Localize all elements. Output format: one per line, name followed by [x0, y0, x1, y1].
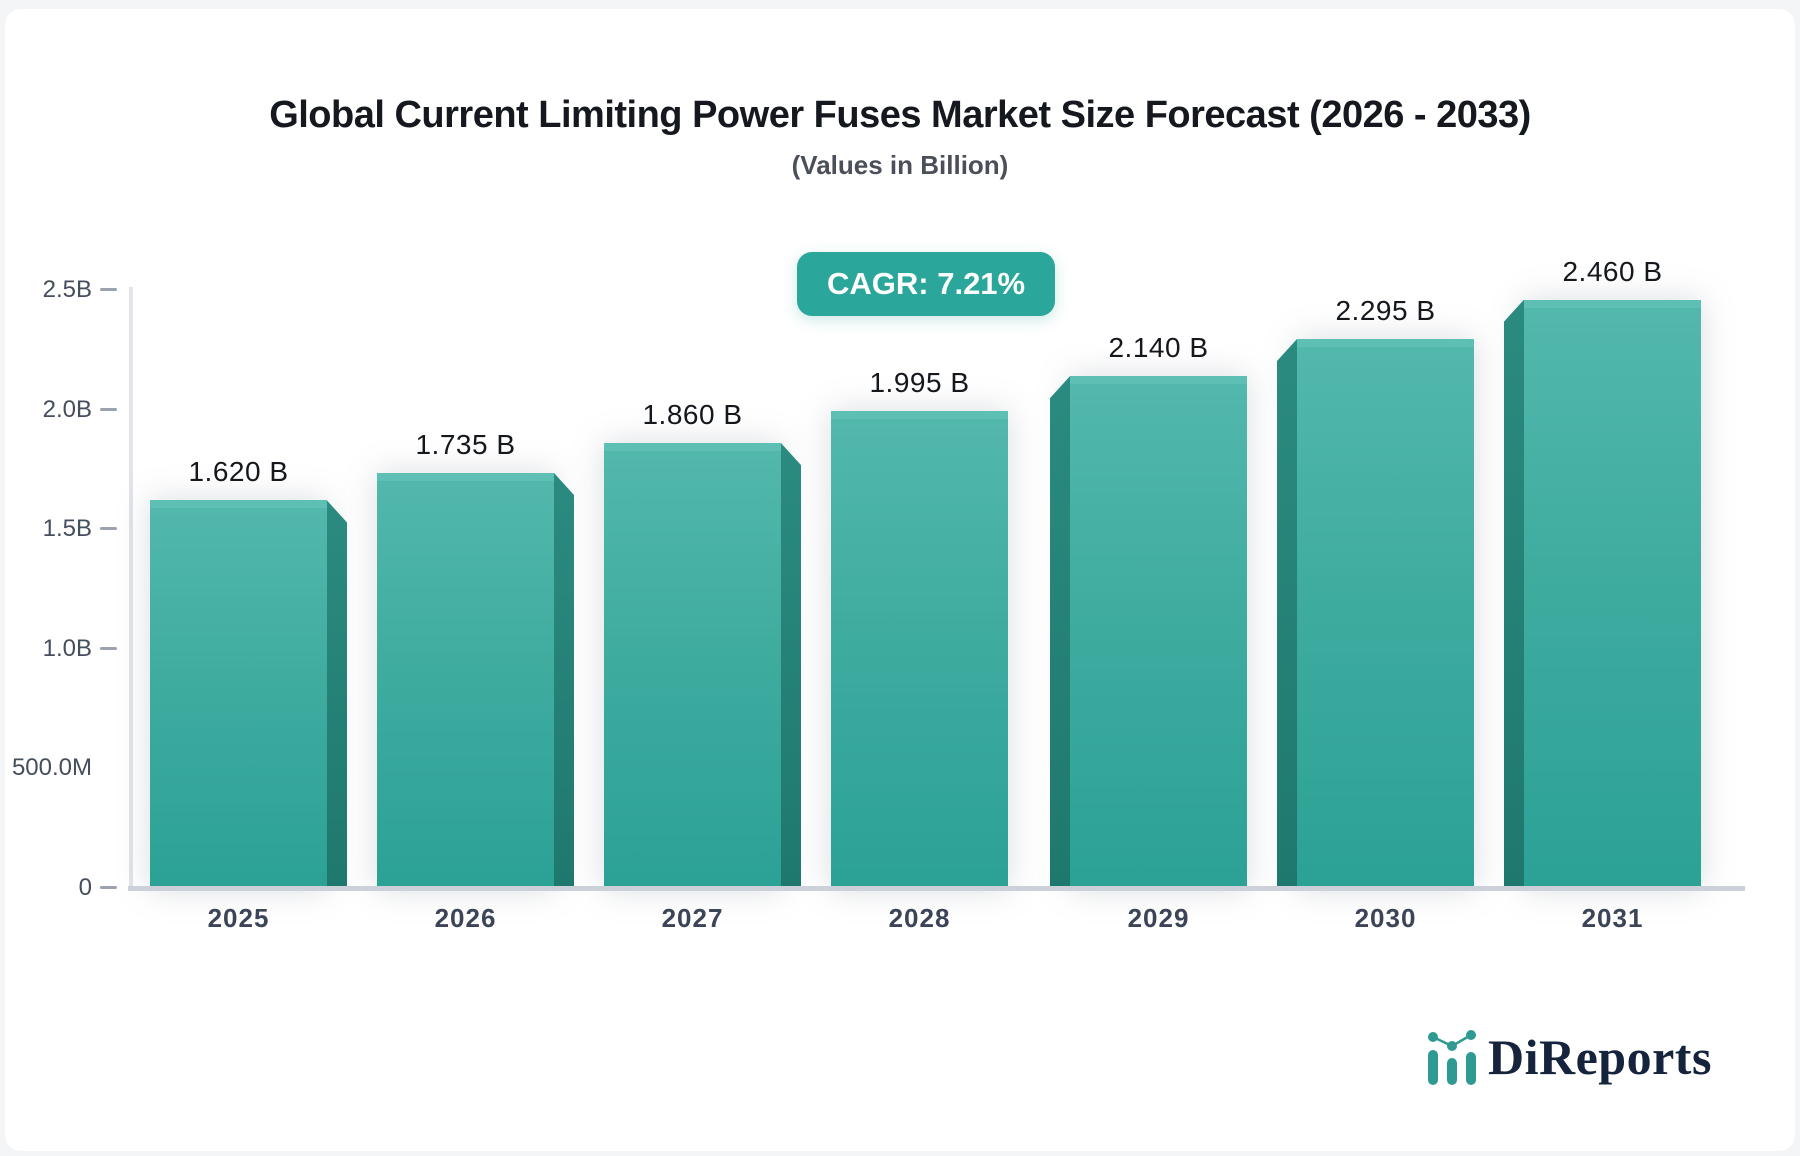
chart-subtitle: (Values in Billion) [791, 150, 1009, 180]
y-axis-tick-label: 2.0B [42, 395, 92, 423]
bar [377, 472, 554, 889]
y-axis-tick-dash [100, 646, 117, 650]
bar-value-label: 1.995 B [869, 366, 970, 398]
cagr-badge: CAGR: 7.21% [797, 252, 1056, 316]
bar-side-face [1504, 299, 1524, 889]
x-axis-label: 2030 [1354, 903, 1417, 933]
bar-side-face [1277, 339, 1297, 889]
y-axis-tick-label: 500.0M [11, 754, 92, 782]
bar-value-label: 2.460 B [1562, 255, 1663, 287]
bar-value-label: 2.295 B [1335, 295, 1436, 327]
bar-top-edge [1524, 299, 1701, 308]
bar [604, 443, 781, 889]
y-axis-tick-label: 0 [78, 874, 92, 901]
x-axis-label: 2025 [207, 903, 270, 933]
bar [1524, 299, 1701, 889]
bar-value-label: 1.860 B [642, 399, 743, 431]
bar-value-label: 1.735 B [415, 428, 516, 460]
bar-side-face [327, 500, 347, 889]
bar-value-label: 2.140 B [1108, 332, 1209, 364]
bar-value-label: 1.620 B [188, 456, 289, 488]
bar [831, 410, 1008, 889]
bar-top-edge [1297, 339, 1474, 348]
bar-side-face [1050, 376, 1070, 889]
bar [1070, 376, 1247, 889]
x-axis-label: 2027 [661, 903, 724, 933]
x-axis-label: 2029 [1127, 903, 1190, 933]
y-axis-line [129, 287, 133, 889]
y-axis-tick-dash [100, 886, 117, 889]
bar-top-edge [831, 410, 1008, 419]
x-axis-label: 2028 [888, 903, 951, 933]
bar-top-edge [1070, 376, 1247, 385]
x-axis-label: 2026 [434, 903, 497, 933]
x-axis-baseline [128, 886, 1745, 891]
y-axis-tick-label: 2.5B [42, 276, 92, 303]
x-axis-label: 2031 [1581, 903, 1644, 933]
bar-chart-logo-icon [1424, 1029, 1480, 1085]
bar-top-edge [604, 443, 781, 452]
logo-text: DiReports [1488, 1029, 1712, 1085]
y-axis-tick-label: 1.0B [42, 634, 92, 662]
y-axis-tick-dash [100, 527, 117, 531]
chart-title: Global Current Limiting Power Fuses Mark… [269, 94, 1531, 136]
y-axis-tick-label: 1.5B [42, 515, 92, 543]
y-axis-tick-dash [100, 407, 117, 411]
direports-logo: DiReports [1424, 1028, 1712, 1086]
bar-top-edge [150, 500, 327, 509]
bar-side-face [554, 472, 574, 889]
bar-side-face [781, 443, 801, 889]
bar [150, 500, 327, 889]
y-axis-tick-dash [100, 288, 117, 291]
bar-top-edge [377, 472, 554, 481]
bar [1297, 339, 1474, 889]
